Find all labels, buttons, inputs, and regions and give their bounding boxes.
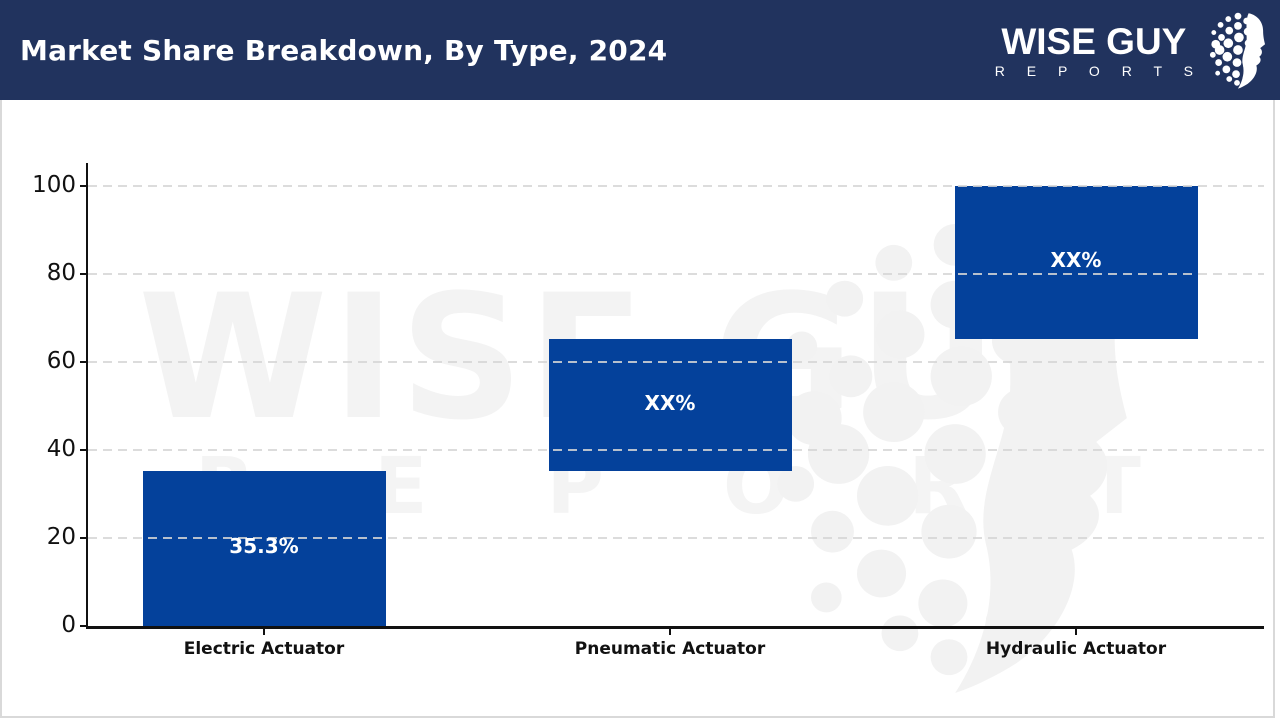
x-tick-0 [263,629,265,635]
x-tick-1 [669,629,671,635]
y-tick-label-40: 40 [46,436,76,462]
y-tick-20 [80,537,87,539]
bar-value-label-1: XX% [644,390,696,415]
brand-subtitle: R E P O R T S [994,62,1202,79]
y-tick-label-20: 20 [46,524,76,550]
y-tick-100 [80,185,87,187]
y-tick-label-100: 100 [32,172,76,198]
gridline-80 [88,273,1264,275]
page-edge-left [0,100,2,718]
y-tick-40 [80,449,87,451]
y-tick-label-60: 60 [46,348,76,374]
bar-value-label-0: 35.3% [229,534,299,559]
bar-2 [954,186,1198,339]
brand-wordmark: WISE GUY [1001,20,1187,62]
brand-logo: WISE GUY R E P O R T S [986,11,1266,89]
page-title: Market Share Breakdown, By Type, 2024 [20,33,668,67]
wiseguy-face-icon [1209,12,1266,89]
page-edge-bottom [0,716,1275,718]
x-axis-line [86,626,1264,629]
brand-logo-text: WISE GUY R E P O R T S [986,23,1202,78]
gridline-40 [88,449,1264,451]
y-tick-60 [80,361,87,363]
y-tick-label-80: 80 [46,260,76,286]
x-category-label-2: Hydraulic Actuator [985,639,1167,659]
x-tick-2 [1075,629,1077,635]
bar-value-label-2: XX% [1050,248,1102,273]
y-tick-label-0: 0 [61,612,76,638]
page-edge-right [1273,100,1275,718]
y-axis-line [86,163,88,629]
gridline-60 [88,361,1264,363]
x-category-label-1: Pneumatic Actuator [574,639,766,659]
bar-1 [548,338,792,471]
y-tick-80 [80,273,87,275]
gridline-100 [88,185,1264,187]
gridline-20 [88,537,1264,539]
header: Market Share Breakdown, By Type, 2024 WI… [0,0,1280,100]
bar-0 [142,470,386,626]
x-category-label-0: Electric Actuator [183,639,345,659]
y-tick-0 [80,625,87,627]
